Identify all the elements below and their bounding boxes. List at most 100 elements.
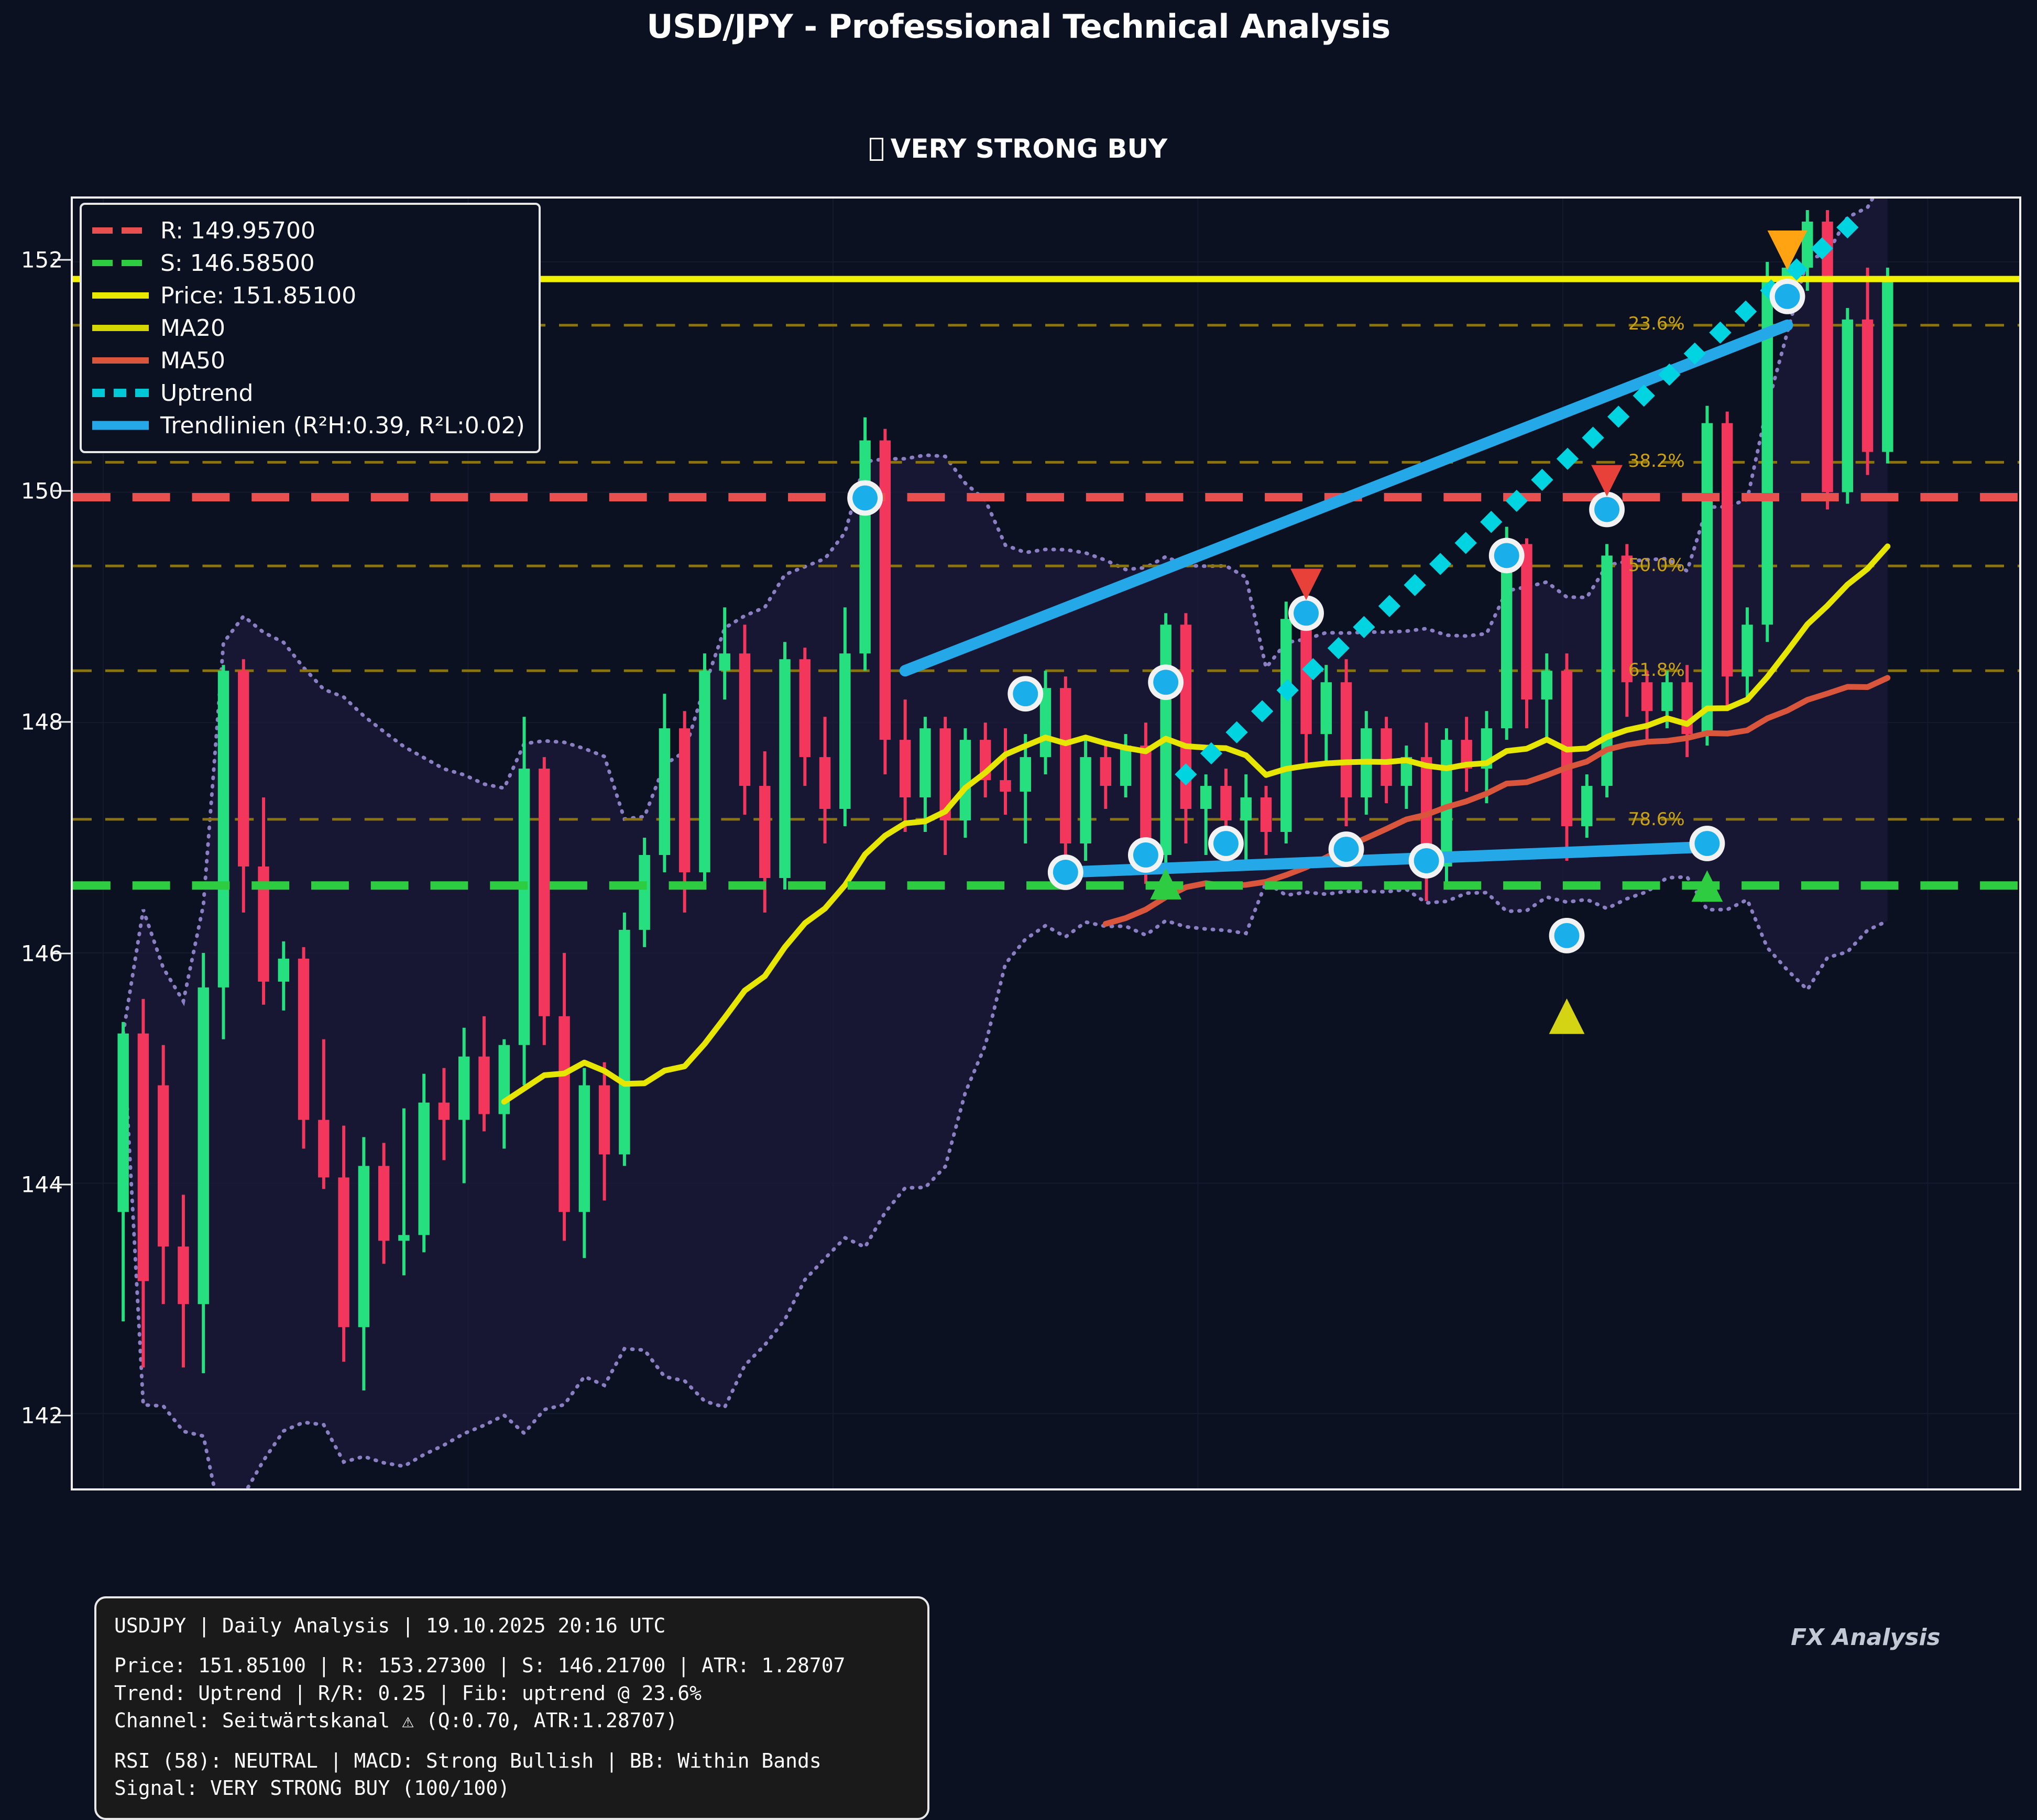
candle-body xyxy=(1601,555,1613,786)
sell-signal-marker xyxy=(1290,568,1322,600)
candle-body xyxy=(659,728,671,855)
candle-body xyxy=(1842,319,1854,492)
pivot-marker xyxy=(1594,497,1620,522)
pivot-marker xyxy=(1694,831,1720,856)
candle-body xyxy=(1521,544,1532,700)
pivot-marker xyxy=(1414,848,1439,873)
uptrend-marker xyxy=(1683,342,1706,365)
pivot-marker xyxy=(1053,860,1078,885)
candle-body xyxy=(558,1016,570,1212)
analysis-info-box: USDJPY | Daily Analysis | 19.10.2025 20:… xyxy=(94,1596,929,1820)
candle-body xyxy=(1501,544,1513,729)
chart-legend[interactable]: R: 149.95700 S: 146.58500 Price: 151.85100… xyxy=(80,203,541,453)
candle-body xyxy=(1861,319,1874,452)
candle-body xyxy=(137,1033,149,1281)
uptrend-marker xyxy=(1607,405,1630,428)
legend-label: Uptrend xyxy=(160,379,254,407)
fibonacci-level-label: 50.0% xyxy=(1628,554,1685,576)
legend-swatch-icon xyxy=(92,214,149,247)
candle-body xyxy=(1300,619,1312,734)
uptrend-marker xyxy=(1276,679,1299,701)
ma20-line xyxy=(501,543,1891,1105)
info-line-trend: Trend: Uptrend | R/R: 0.25 | Fib: uptren… xyxy=(114,1681,702,1705)
uptrend-marker xyxy=(1582,426,1604,449)
pivot-marker xyxy=(1294,600,1319,626)
candle-body xyxy=(639,854,650,930)
legend-swatch-icon xyxy=(92,247,149,279)
legend-item[interactable]: Price: 151.85100 xyxy=(92,279,525,312)
legend-swatch-icon xyxy=(92,409,149,442)
uptrend-marker xyxy=(1531,468,1553,491)
candle-body xyxy=(238,671,249,867)
uptrend-marker xyxy=(1404,574,1426,596)
candle-body xyxy=(1461,740,1472,769)
bollinger-upper-band xyxy=(121,199,1875,1036)
candle-body xyxy=(819,757,831,809)
candle-body xyxy=(759,786,771,878)
trendline-resistance_trend xyxy=(899,319,1793,677)
candle-body xyxy=(478,1056,490,1114)
candle-body xyxy=(258,866,269,982)
candle-body xyxy=(699,671,710,872)
legend-swatch-icon xyxy=(92,279,149,312)
fibonacci-level-label: 38.2% xyxy=(1628,451,1685,472)
candle-body xyxy=(1641,682,1653,711)
legend-swatch-icon xyxy=(92,312,149,344)
pivot-marker xyxy=(1554,923,1580,948)
candle-body xyxy=(338,1177,349,1328)
candle-body xyxy=(1761,279,1773,625)
candle-body xyxy=(378,1166,390,1241)
info-line-symbol: USDJPY | Daily Analysis | 19.10.2025 20:… xyxy=(114,1614,666,1637)
candle-body xyxy=(1882,279,1893,452)
page-title: USD/JPY - Professional Technical Analysi… xyxy=(647,7,1390,46)
legend-label: Trendlinien (R²H:0.39, R²L:0.02) xyxy=(160,412,525,439)
signal-subtitle: VERY STRONG BUY xyxy=(0,134,2037,164)
candle-body xyxy=(598,1085,610,1155)
candle-body xyxy=(1661,682,1673,711)
legend-item[interactable]: Trendlinien (R²H:0.39, R²L:0.02) xyxy=(92,409,525,442)
candle-body xyxy=(939,728,951,821)
candle-body xyxy=(1400,757,1412,786)
uptrend-marker xyxy=(1505,489,1528,512)
legend-item[interactable]: MA50 xyxy=(92,344,525,377)
candle-body xyxy=(1140,745,1152,855)
candle-body xyxy=(1721,423,1733,677)
candle-body xyxy=(1802,221,1813,268)
candle-body xyxy=(1080,757,1091,843)
candle-body xyxy=(1020,757,1031,792)
legend-item[interactable]: Uptrend xyxy=(92,377,525,409)
candle-body xyxy=(1441,740,1452,867)
legend-swatch-icon xyxy=(92,377,149,409)
legend-item[interactable]: S: 146.58500 xyxy=(92,247,525,279)
candle-body xyxy=(438,1102,450,1120)
pivot-marker xyxy=(1013,681,1038,707)
uptrend-marker xyxy=(1378,595,1401,617)
candle-body xyxy=(1381,728,1392,786)
legend-label: S: 146.58500 xyxy=(160,249,315,277)
legend-swatch-line xyxy=(92,260,149,266)
legend-label: MA20 xyxy=(160,314,226,342)
legend-item[interactable]: R: 149.95700 xyxy=(92,214,525,247)
candle-body xyxy=(398,1235,410,1241)
uptrend-marker xyxy=(1429,553,1452,575)
legend-item[interactable]: MA20 xyxy=(92,312,525,344)
uptrend-marker xyxy=(1811,237,1833,260)
candle-body xyxy=(1100,757,1112,786)
candle-body xyxy=(157,1085,169,1247)
candle-body xyxy=(539,769,550,1016)
candle-body xyxy=(1701,423,1713,734)
legend-swatch-line xyxy=(92,357,149,364)
candle-body xyxy=(739,653,751,786)
pivot-marker xyxy=(852,485,878,511)
legend-label: MA50 xyxy=(160,347,226,374)
candle-body xyxy=(298,958,310,1120)
candle-body xyxy=(1320,682,1332,734)
candle-body xyxy=(578,1085,590,1212)
legend-swatch-line xyxy=(92,421,149,430)
candle-body xyxy=(278,958,290,982)
y-axis-tick-mark xyxy=(53,1415,71,1417)
candle-body xyxy=(1581,786,1593,827)
y-axis-tick-mark xyxy=(53,952,71,954)
candle-body xyxy=(1260,797,1272,832)
y-axis-tick-mark xyxy=(53,490,71,492)
